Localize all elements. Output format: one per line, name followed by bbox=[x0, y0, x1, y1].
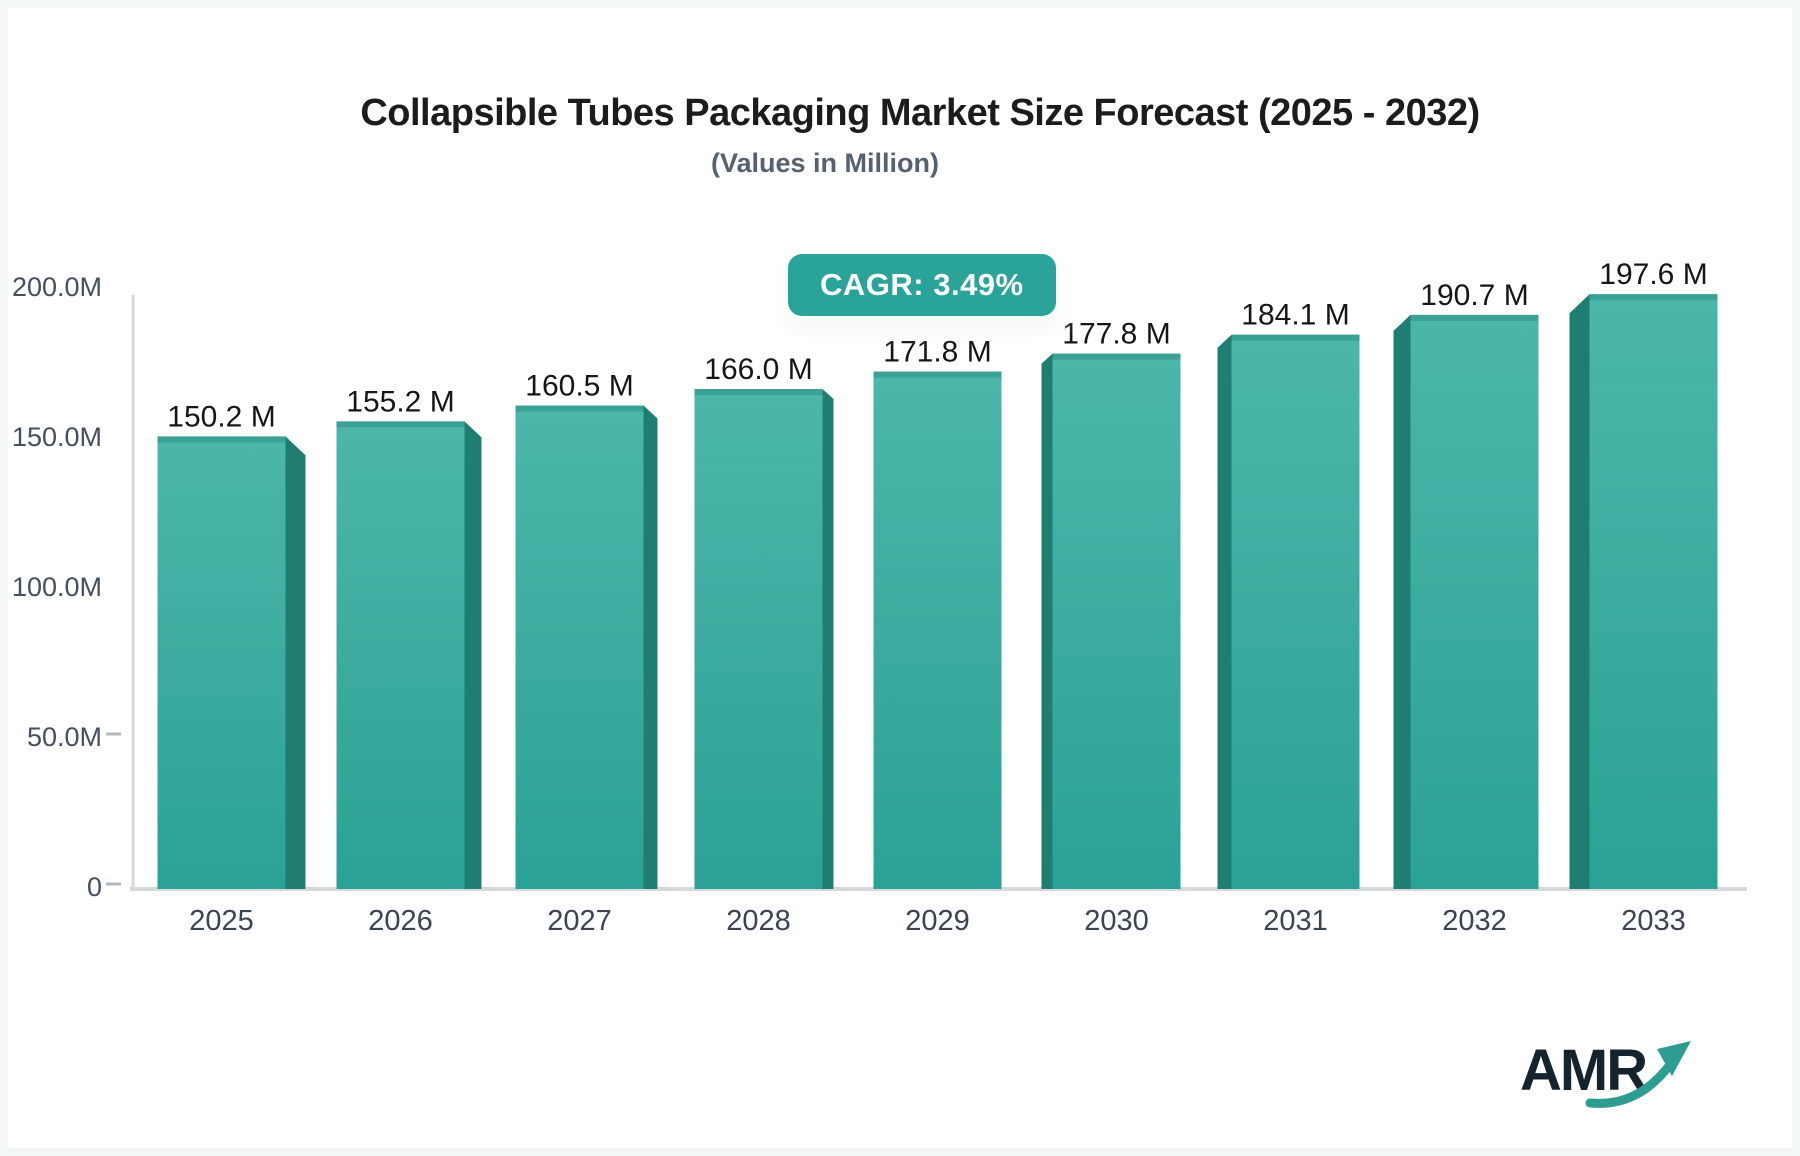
bar-top-edge-2032 bbox=[1410, 314, 1539, 321]
bar-2028[interactable] bbox=[694, 389, 823, 889]
x-axis-tick-label-2033: 2033 bbox=[1621, 905, 1686, 937]
y-axis-tick-label: 0 bbox=[87, 872, 102, 902]
bar-side-2033 bbox=[1569, 294, 1590, 889]
bar-top-edge-2028 bbox=[694, 389, 823, 395]
logo-arrow-icon bbox=[1585, 1057, 1677, 1108]
bar-2025[interactable] bbox=[157, 436, 286, 889]
bar-side-2025 bbox=[285, 436, 306, 889]
x-axis-tick-label-2027: 2027 bbox=[547, 905, 612, 937]
chart-subtitle: (Values in Million) bbox=[710, 148, 940, 178]
bar-top-edge-2031 bbox=[1231, 334, 1360, 341]
bar-2031[interactable] bbox=[1231, 334, 1360, 889]
bar-2033[interactable] bbox=[1589, 294, 1718, 889]
cagr-badge-label: CAGR: 3.49% bbox=[820, 267, 1024, 302]
bar-side-2032 bbox=[1393, 314, 1411, 889]
x-axis-tick-label-2025: 2025 bbox=[189, 905, 254, 937]
y-axis-tick-label: 50.0M bbox=[27, 722, 102, 752]
bar-side-2031 bbox=[1217, 334, 1232, 889]
bar-top-edge-2026 bbox=[336, 421, 465, 428]
bar-value-label-2032: 190.7 M bbox=[1420, 279, 1528, 312]
bar-value-label-2027: 160.5 M bbox=[525, 370, 633, 403]
logo-text: AMR bbox=[1520, 1038, 1647, 1103]
cagr-badge: CAGR: 3.49% bbox=[788, 254, 1056, 316]
bar-2029[interactable] bbox=[873, 371, 1002, 890]
y-axis-tick-label: 100.0M bbox=[12, 572, 102, 602]
bar-side-2028 bbox=[822, 389, 834, 889]
chart-title: Collapsible Tubes Packaging Market Size … bbox=[360, 92, 1480, 134]
bar-value-label-2030: 177.8 M bbox=[1062, 318, 1170, 351]
bar-value-label-2029: 171.8 M bbox=[883, 336, 991, 369]
x-axis-tick-label-2032: 2032 bbox=[1442, 905, 1507, 937]
x-axis-tick-label-2031: 2031 bbox=[1263, 905, 1328, 937]
bar-2027[interactable] bbox=[515, 405, 644, 890]
bar-top-edge-2033 bbox=[1589, 294, 1718, 301]
bar-2030[interactable] bbox=[1052, 353, 1181, 890]
amr-logo: AMR bbox=[1520, 1038, 1691, 1108]
bar-side-2026 bbox=[464, 421, 482, 889]
x-axis-tick-label-2029: 2029 bbox=[905, 905, 970, 937]
bar-side-2027 bbox=[643, 405, 658, 889]
x-axis-tick-label-2026: 2026 bbox=[368, 905, 433, 937]
bar-value-label-2031: 184.1 M bbox=[1241, 299, 1349, 332]
bar-value-label-2028: 166.0 M bbox=[704, 353, 812, 386]
bar-side-2030 bbox=[1041, 353, 1053, 890]
logo-arrowhead-icon bbox=[1657, 1041, 1691, 1076]
bar-value-label-2025: 150.2 M bbox=[167, 400, 275, 433]
bar-value-label-2033: 197.6 M bbox=[1599, 258, 1707, 291]
x-axis-tick-label-2030: 2030 bbox=[1084, 905, 1149, 937]
bar-top-edge-2029 bbox=[873, 371, 1002, 378]
x-axis-tick-label-2028: 2028 bbox=[726, 905, 791, 937]
bar-value-label-2026: 155.2 M bbox=[346, 385, 454, 418]
bar-top-edge-2030 bbox=[1052, 353, 1181, 360]
bar-top-edge-2027 bbox=[515, 405, 644, 412]
bar-2032[interactable] bbox=[1410, 314, 1539, 889]
bar-top-edge-2025 bbox=[157, 436, 286, 443]
bar-2026[interactable] bbox=[336, 421, 465, 889]
y-axis-tick-label: 150.0M bbox=[12, 422, 102, 452]
y-axis-tick-label: 200.0M bbox=[12, 272, 102, 302]
